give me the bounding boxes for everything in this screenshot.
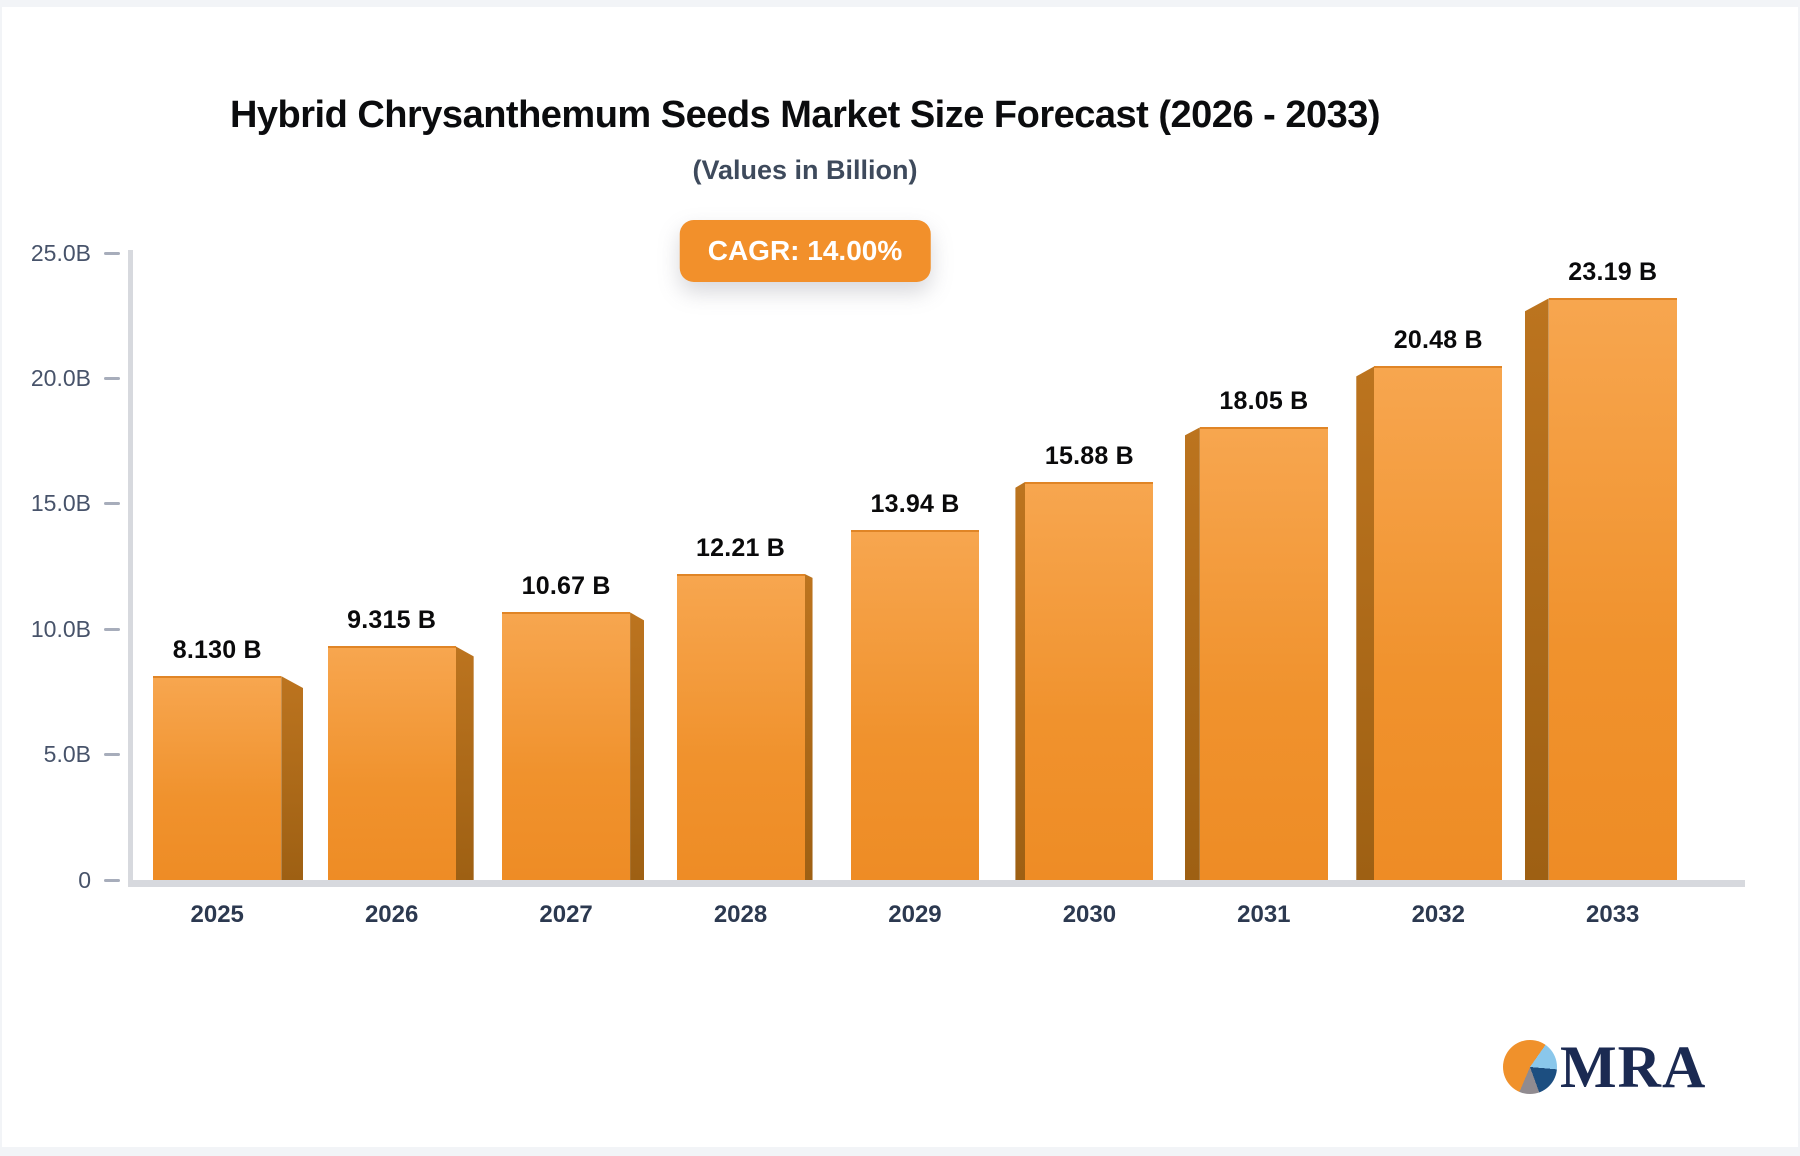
bar-3d-side xyxy=(630,612,645,880)
bar-group: 20.48 B xyxy=(1351,253,1525,880)
bar-3d-side xyxy=(281,676,304,880)
x-tick-label: 2025 xyxy=(190,901,244,928)
x-axis-line xyxy=(128,880,1745,887)
x-tick-label: 2031 xyxy=(1237,901,1291,928)
y-tick: 0 xyxy=(0,867,120,893)
page-edge-top xyxy=(0,0,1800,7)
bar-group: 23.19 B xyxy=(1524,253,1700,880)
bar-group: 9.315 B xyxy=(304,253,478,880)
bar-face xyxy=(1025,481,1154,880)
x-tick-label: 2028 xyxy=(713,901,768,928)
y-tick-label: 5.0B xyxy=(43,741,91,768)
y-tick-mark xyxy=(104,627,120,631)
y-tick: 15.0B xyxy=(0,490,120,517)
x-tick-label: 2033 xyxy=(1586,901,1640,928)
logo-text: MRA xyxy=(1560,1034,1707,1100)
bar-value-label: 10.67 B xyxy=(521,572,611,601)
y-tick-label: 25.0B xyxy=(30,239,91,266)
page-edge-left xyxy=(0,0,2,1156)
bar-group: 12.21 B xyxy=(653,253,827,880)
y-tick-mark xyxy=(104,878,120,882)
bar-3d-side xyxy=(1356,366,1375,880)
y-tick-mark xyxy=(104,502,120,506)
bar-face xyxy=(502,612,631,880)
bar-value-label: 18.05 B xyxy=(1219,387,1309,416)
y-tick-label: 15.0B xyxy=(30,490,91,517)
page-edge-right xyxy=(1798,0,1800,1156)
page-edge-bottom xyxy=(0,1147,1800,1156)
x-tick-label: 2032 xyxy=(1411,901,1465,928)
bar-group: 13.94 B xyxy=(828,253,1002,880)
y-axis-line xyxy=(128,250,133,880)
bar-3d-side xyxy=(455,646,474,880)
y-tick-label: 10.0B xyxy=(30,615,91,642)
bar-value-label: 13.94 B xyxy=(870,490,960,519)
bar-2033: 23.19 B xyxy=(1524,258,1677,880)
bar-3d-side xyxy=(1184,427,1200,880)
y-tick: 5.0B xyxy=(0,741,120,768)
bar-group: 8.130 B xyxy=(130,253,304,880)
bar-2026: 9.315 B xyxy=(327,606,474,880)
bar-face xyxy=(1548,298,1677,880)
y-tick-label: 0 xyxy=(78,866,91,893)
y-tick-label: 20.0B xyxy=(30,364,91,391)
chart-title: Hybrid Chrysanthemum Seeds Market Size F… xyxy=(229,94,1381,136)
chart-header: Hybrid Chrysanthemum Seeds Market Size F… xyxy=(0,94,1610,186)
x-tick-label: 2027 xyxy=(539,901,593,928)
y-tick: 20.0B xyxy=(0,365,120,391)
y-tick: 25.0B xyxy=(0,240,120,266)
bar-face xyxy=(676,573,805,880)
bar-face xyxy=(1374,366,1503,880)
y-tick-mark xyxy=(104,753,120,757)
y-tick-mark xyxy=(104,251,120,255)
plot-area: 8.130 B 9.315 B 10.67 B 12.21 B 13.94 B 15.88… xyxy=(130,253,1700,880)
bar-value-label: 20.48 B xyxy=(1393,326,1483,355)
bar-2030: 15.88 B xyxy=(1015,442,1154,880)
bar-2032: 20.48 B xyxy=(1356,326,1503,880)
x-axis-labels: 2025 2026 2027 2028 2029 2030 2031 2032 2033 xyxy=(130,901,1700,929)
bar-face xyxy=(850,530,979,880)
cagr-badge: CAGR: 14.00% xyxy=(679,220,931,282)
bar-value-label: 9.315 B xyxy=(347,606,437,635)
bar-group: 15.88 B xyxy=(1002,253,1176,880)
chart-subtitle: (Values in Billion) xyxy=(692,155,918,185)
bar-3d-side xyxy=(804,573,813,880)
pie-chart-icon xyxy=(1503,1040,1557,1094)
bar-face xyxy=(1199,427,1328,880)
y-tick: 10.0B xyxy=(0,616,120,642)
bar-3d-side xyxy=(1015,481,1026,880)
y-tick-mark xyxy=(104,376,120,380)
bar-group: 18.05 B xyxy=(1177,253,1351,880)
x-tick-label: 2030 xyxy=(1062,901,1117,928)
bar-2027: 10.67 B xyxy=(502,572,645,880)
x-tick-label: 2029 xyxy=(888,901,942,928)
bar-group: 10.67 B xyxy=(479,253,653,880)
bar-face xyxy=(153,676,282,880)
bar-value-label: 15.88 B xyxy=(1044,441,1134,470)
brand-logo: MRA xyxy=(1503,1037,1706,1097)
x-tick-label: 2026 xyxy=(364,901,419,928)
bar-2031: 18.05 B xyxy=(1184,387,1328,880)
bar-2028: 12.21 B xyxy=(676,534,813,880)
bar-value-label: 8.130 B xyxy=(172,636,262,665)
bar-value-label: 12.21 B xyxy=(696,533,786,562)
bar-value-label: 23.19 B xyxy=(1568,258,1658,287)
bar-face xyxy=(327,646,456,880)
bar-3d-side xyxy=(1524,298,1549,880)
bar-2025: 8.130 B xyxy=(153,636,304,880)
bar-2029: 13.94 B xyxy=(850,490,979,880)
